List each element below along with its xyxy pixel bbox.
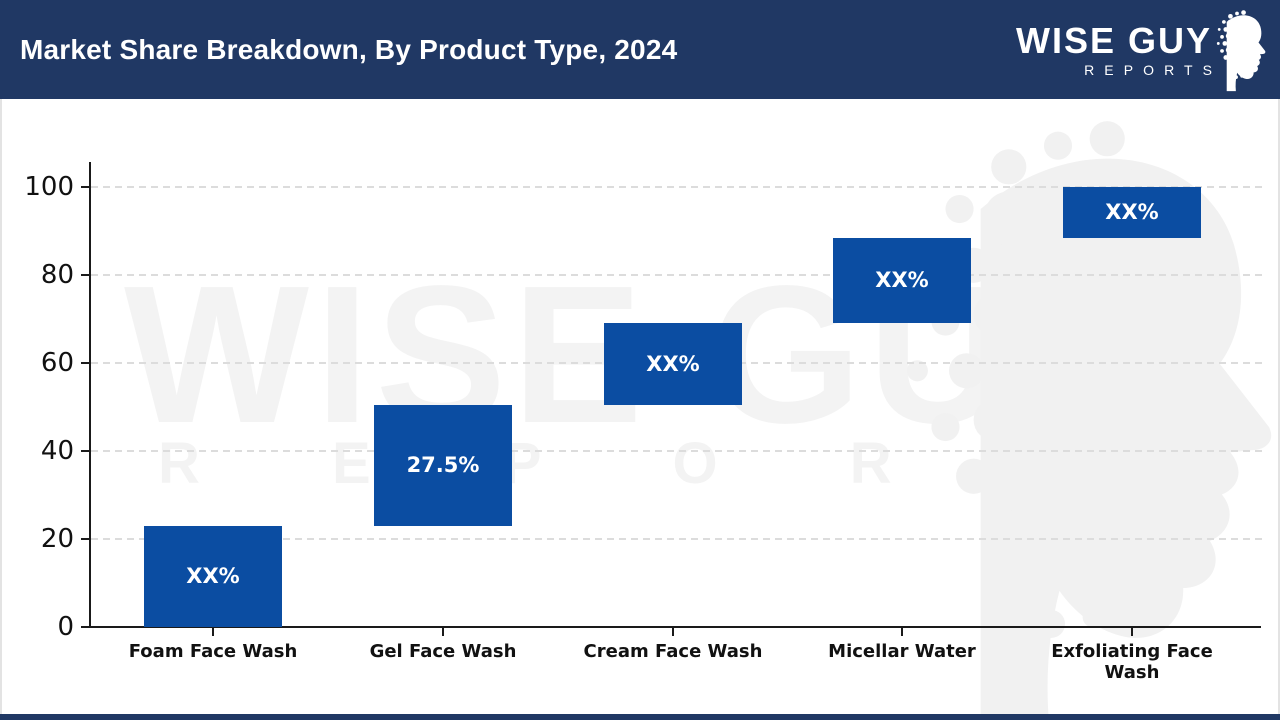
x-tick-label: Cream Face Wash — [583, 641, 763, 662]
bar-value-label: 27.5% — [406, 453, 480, 478]
x-tick-label: Gel Face Wash — [369, 641, 517, 662]
wiseguy-logo: WISE GUY REPORTS — [1016, 8, 1266, 92]
bar-foam-face-wash: XX% — [144, 525, 282, 627]
y-tick-label: 40 — [40, 436, 74, 466]
waterfall-chart: 0 20 40 60 80 100 XX% Foam Face Wash 27.5% Gel Fa… — [2, 99, 1278, 714]
header-bar: Market Share Breakdown, By Product Type,… — [0, 0, 1280, 99]
y-tick-label: 100 — [24, 172, 74, 202]
y-tick-label: 20 — [40, 524, 74, 554]
x-tick — [901, 628, 903, 636]
y-tick-label: 0 — [57, 612, 74, 642]
bar-exfoliating-face-wash: XX% — [1063, 187, 1201, 238]
y-tick-60 — [81, 362, 90, 364]
logo-wordmark-secondary: REPORTS — [1084, 61, 1223, 78]
y-tick-label: 80 — [40, 260, 74, 290]
bar-cream-face-wash: XX% — [604, 323, 742, 405]
gridline-20 — [91, 538, 1264, 540]
x-tick — [442, 628, 444, 636]
x-tick-label: Foam Face Wash — [128, 641, 298, 662]
bar-value-label: XX% — [875, 268, 929, 293]
bar-value-label: XX% — [186, 564, 240, 589]
page-title: Market Share Breakdown, By Product Type,… — [20, 33, 678, 65]
chart-area: WISE GUY R E P O R T S 0 20 40 60 80 100 XX% Fo… — [0, 99, 1280, 714]
y-tick-0 — [81, 626, 90, 628]
x-axis-spine — [89, 626, 1261, 628]
x-tick — [212, 628, 214, 636]
logo-wordmark-primary: WISE GUY — [1015, 19, 1212, 61]
gridline-80 — [91, 274, 1264, 276]
x-tick-label: Exfoliating Face Wash — [1051, 641, 1213, 684]
y-tick-20 — [81, 538, 90, 540]
gridline-40 — [91, 450, 1264, 452]
bar-micellar-water: XX% — [833, 237, 971, 324]
x-tick — [672, 628, 674, 636]
footer-accent-bar — [0, 714, 1280, 720]
y-axis-spine — [89, 162, 91, 628]
bar-gel-face-wash: 27.5% — [374, 404, 512, 526]
logo-wordmark: WISE GUY REPORTS — [1015, 19, 1212, 77]
gridline-100 — [91, 186, 1264, 188]
y-tick-100 — [81, 186, 90, 188]
bar-value-label: XX% — [646, 352, 700, 377]
x-tick-label: Micellar Water — [828, 641, 976, 662]
y-tick-40 — [81, 450, 90, 452]
y-tick-80 — [81, 274, 90, 276]
x-tick — [1131, 628, 1133, 636]
bar-value-label: XX% — [1105, 200, 1159, 225]
wiseguy-face-icon — [1216, 9, 1266, 91]
y-tick-label: 60 — [40, 348, 74, 378]
